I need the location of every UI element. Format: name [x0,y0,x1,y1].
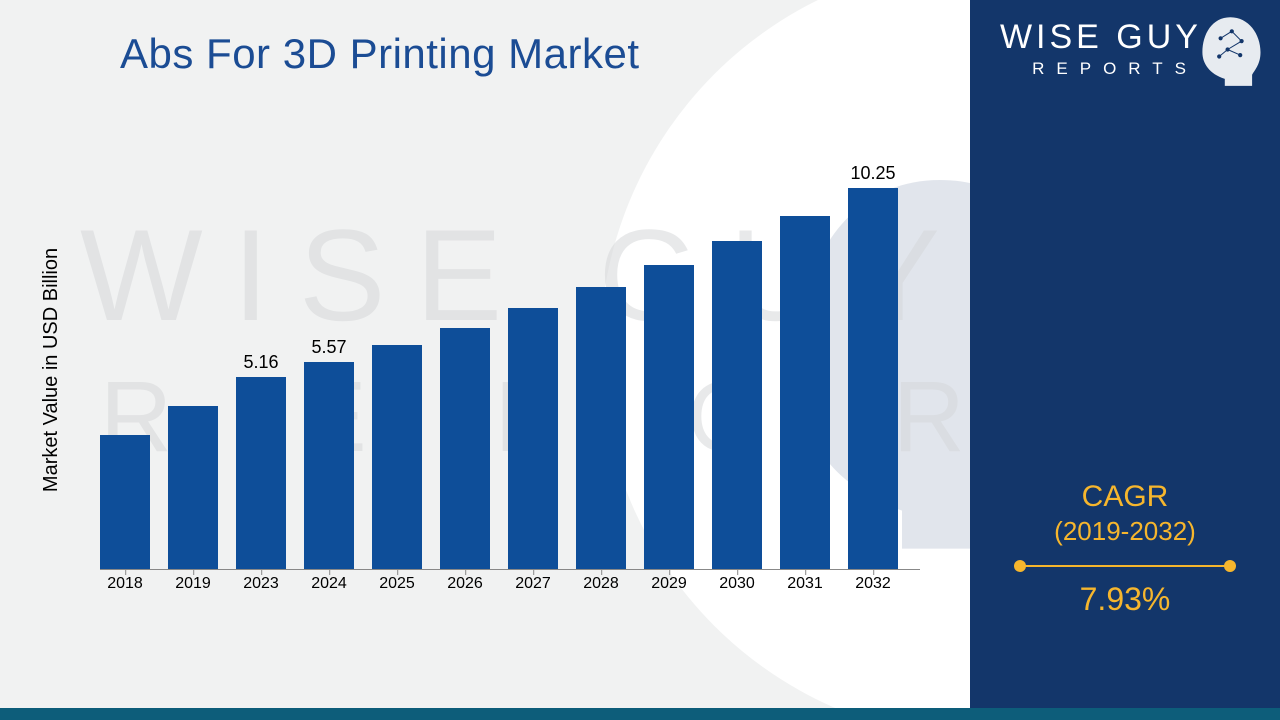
bar-value-label: 5.16 [243,352,278,373]
bar-group: 2029 [644,265,694,569]
x-tick-label: 2032 [855,575,891,593]
bar [100,435,150,569]
bar-value-label: 5.57 [311,337,346,358]
bar-group: 2026 [440,328,490,569]
bar [644,265,694,569]
bar [780,216,830,569]
chart-title: Abs For 3D Printing Market [120,30,640,78]
bar-group: 2025 [372,345,422,569]
bar-group: 2027 [508,308,558,569]
x-tick-label: 2026 [447,575,483,593]
bar [236,377,286,569]
bar-chart: Market Value in USD Billion 201820195.16… [60,170,920,600]
bar [372,345,422,569]
bar-group: 5.572024 [304,362,354,569]
infographic-page: WISE GUY R E P O R T S Abs For 3D Printi… [0,0,1280,720]
x-tick-label: 2027 [515,575,551,593]
cagr-value: 7.93% [1010,581,1240,618]
x-tick-label: 2018 [107,575,143,593]
bar-group: 2019 [168,406,218,569]
bar-group: 10.252032 [848,188,898,569]
x-tick-label: 2025 [379,575,415,593]
brand-logo: WISE GUY REPORTS [1000,18,1260,79]
plot-area: 2018 2019 5.162023 5.572024 2025 2026 2027 2028… [100,170,920,570]
brand-line1: WISE GUY [1000,18,1202,57]
cagr-panel: CAGR (2019-2032) 7.93% [1010,480,1240,618]
x-tick-label: 2028 [583,575,619,593]
y-axis-label: Market Value in USD Billion [40,248,63,492]
bar [508,308,558,569]
footer-bar [0,708,1280,720]
bar [848,188,898,569]
brand-line2: REPORTS [1000,59,1202,79]
bar [576,287,626,569]
cagr-period: (2019-2032) [1010,516,1240,547]
bar [440,328,490,569]
bar-value-label: 10.25 [850,163,895,184]
bar [168,406,218,569]
cagr-label: CAGR [1010,480,1240,514]
x-tick-label: 2031 [787,575,823,593]
bar-group: 2028 [576,287,626,569]
bar-group: 5.162023 [236,377,286,569]
x-tick-label: 2024 [311,575,347,593]
bar-group: 2031 [780,216,830,569]
cagr-divider [1020,565,1230,567]
bar-group: 2030 [712,241,762,569]
x-tick-label: 2019 [175,575,211,593]
x-tick-label: 2030 [719,575,755,593]
bar [304,362,354,569]
x-tick-label: 2023 [243,575,279,593]
bar [712,241,762,569]
bar-group: 2018 [100,435,150,569]
x-tick-label: 2029 [651,575,687,593]
